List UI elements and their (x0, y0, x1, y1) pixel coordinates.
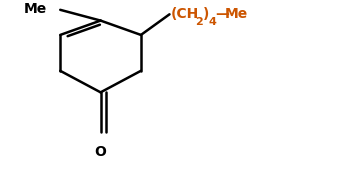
Text: —: — (215, 7, 229, 21)
Text: ): ) (202, 7, 209, 21)
Text: (CH: (CH (171, 7, 199, 21)
Text: 4: 4 (209, 17, 217, 27)
Text: Me: Me (23, 2, 47, 16)
Text: O: O (95, 145, 106, 159)
Text: 2: 2 (195, 17, 203, 27)
Text: Me: Me (225, 7, 248, 21)
